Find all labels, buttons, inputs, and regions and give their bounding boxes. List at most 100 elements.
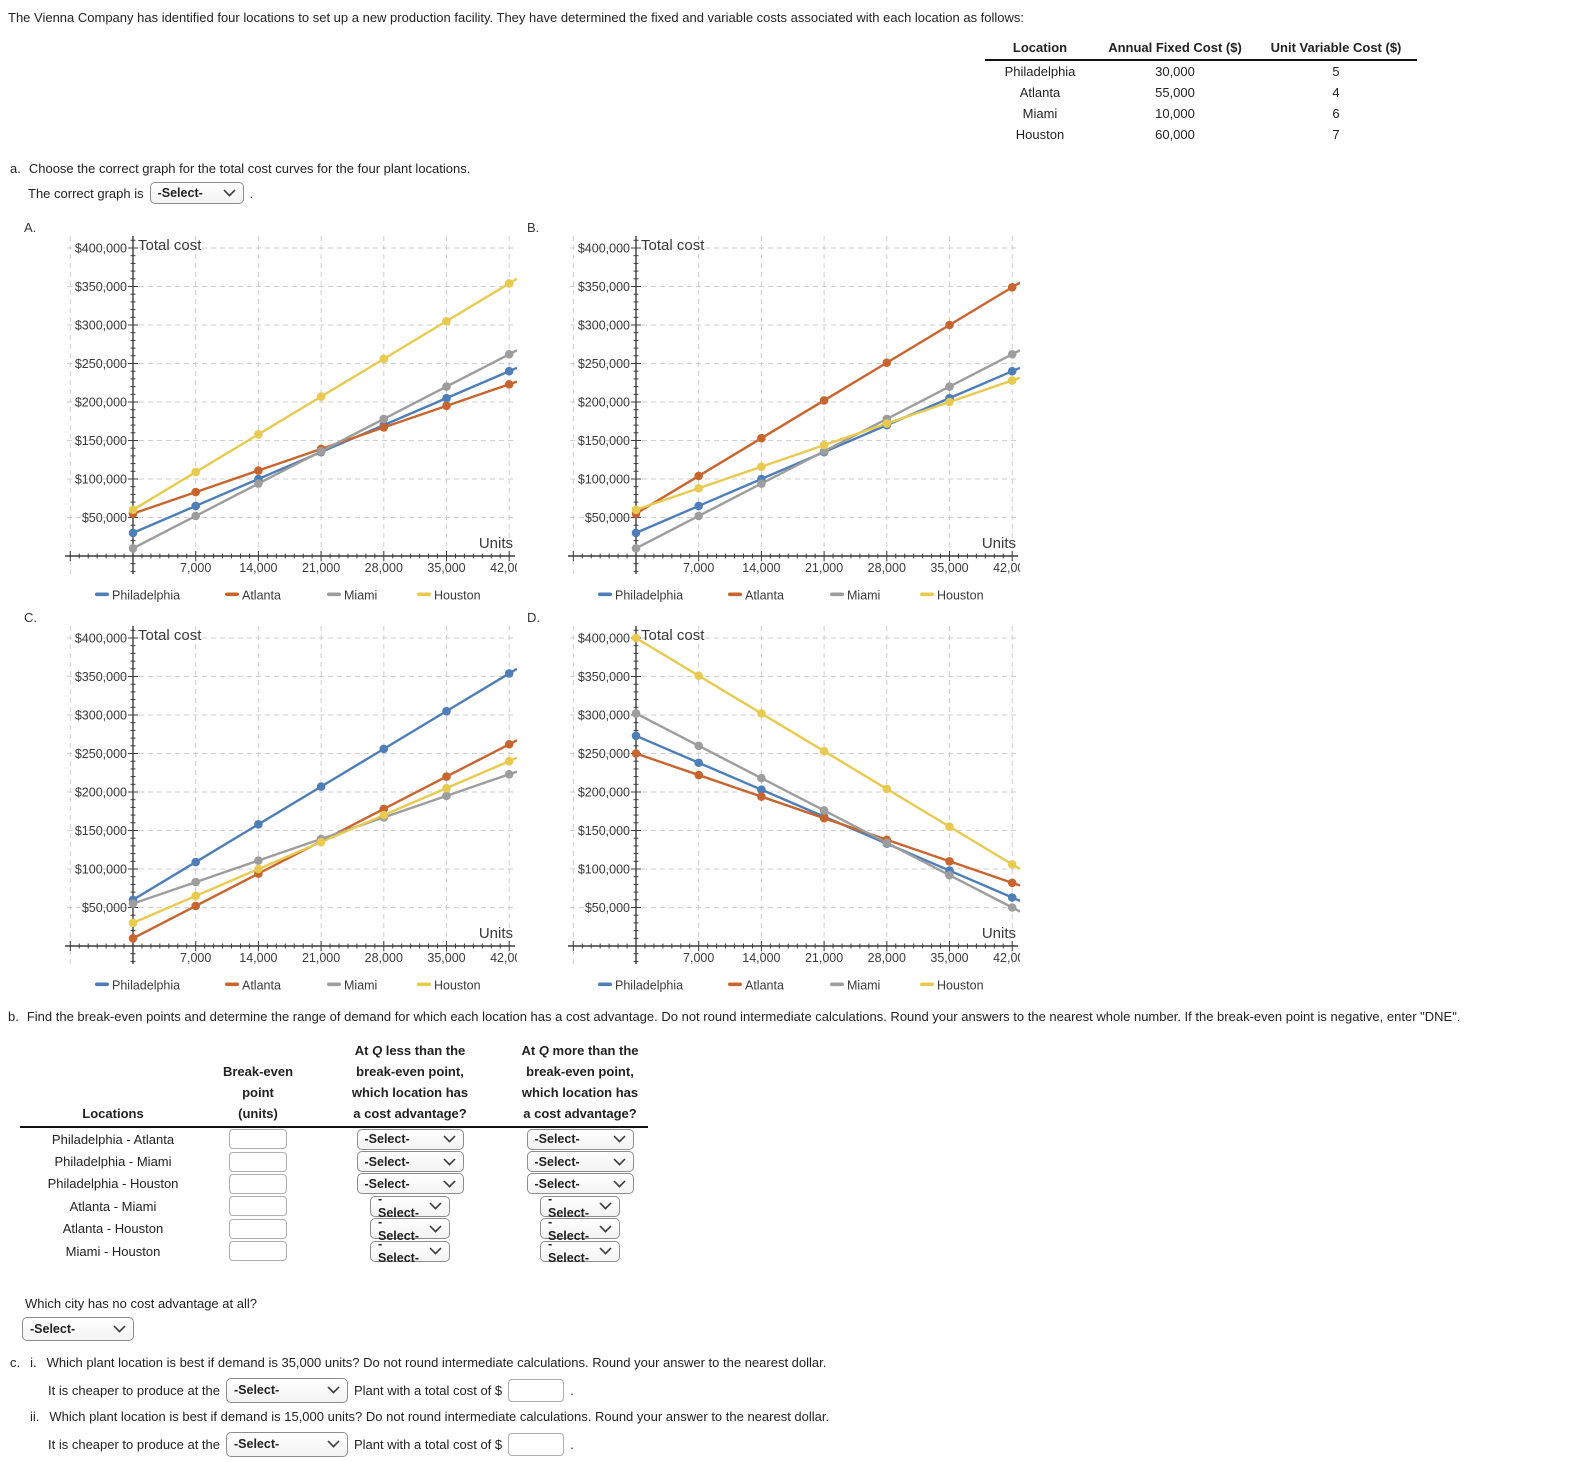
y-tick-label: $50,000 bbox=[82, 511, 127, 525]
legend-label-miami: Miami bbox=[847, 589, 880, 603]
breakeven-units-input[interactable] bbox=[229, 1218, 287, 1239]
advantage-above-select[interactable]: -Select- bbox=[540, 1215, 620, 1243]
advantage-below-select[interactable]: -Select- bbox=[370, 1237, 450, 1265]
data-point-miami bbox=[442, 791, 451, 801]
section-c-q1-label: i. bbox=[30, 1355, 37, 1370]
advantage-above-select[interactable]: -Select- bbox=[526, 1173, 634, 1195]
cost-table: Location Annual Fixed Cost ($) Unit Vari… bbox=[985, 40, 1417, 145]
advantage-above-select[interactable]: -Select- bbox=[540, 1237, 620, 1265]
breakeven-units-input[interactable] bbox=[229, 1173, 287, 1194]
series-line-houston bbox=[635, 376, 1021, 511]
breakeven-row: Philadelphia - Houston -Select- -Select- bbox=[20, 1173, 652, 1195]
y-tick-label: $250,000 bbox=[75, 357, 127, 371]
c2-total-cost-input[interactable] bbox=[508, 1432, 565, 1456]
legend-label-philadelphia: Philadelphia bbox=[615, 979, 683, 993]
legend-label-miami: Miami bbox=[344, 589, 377, 603]
y-tick-label: $300,000 bbox=[75, 709, 127, 723]
y-tick-label: $150,000 bbox=[75, 824, 127, 838]
cost-table-row: Philadelphia 30,000 5 bbox=[985, 61, 1417, 82]
data-point-miami bbox=[254, 856, 263, 865]
advantage-above-select[interactable]: -Select- bbox=[526, 1151, 634, 1173]
data-point-houston bbox=[191, 891, 200, 901]
data-point-atlanta bbox=[191, 487, 200, 497]
intro-text: The Vienna Company has identified four l… bbox=[8, 10, 1025, 25]
section-c-question-1: c. i. Which plant location is best if dema… bbox=[10, 1355, 826, 1370]
section-c-question-2: ii. Which plant location is best if deman… bbox=[30, 1409, 829, 1424]
data-point-houston bbox=[882, 784, 892, 794]
data-point-houston bbox=[631, 633, 641, 643]
data-point-miami bbox=[1007, 903, 1017, 912]
advantage-above-select[interactable]: -Select- bbox=[540, 1192, 620, 1220]
data-point-houston bbox=[504, 756, 514, 766]
x-tick-label: 35,000 bbox=[427, 561, 465, 575]
x-tick-label: 7,000 bbox=[683, 951, 714, 965]
advantage-below-select[interactable]: -Select- bbox=[370, 1215, 450, 1243]
data-point-philadelphia bbox=[379, 744, 389, 754]
data-point-miami bbox=[945, 382, 954, 391]
data-point-philadelphia bbox=[254, 820, 263, 829]
legend-label-philadelphia: Philadelphia bbox=[112, 979, 180, 993]
y-tick-label: $400,000 bbox=[578, 242, 630, 256]
x-tick-label: 21,000 bbox=[302, 561, 340, 575]
breakeven-units-input[interactable] bbox=[229, 1196, 287, 1217]
cost-table-cell: Philadelphia bbox=[1004, 64, 1076, 79]
cost-table-body: Philadelphia 30,000 5 Atlanta 55,000 4 Miami 10… bbox=[985, 61, 1417, 145]
cost-table-cell: 5 bbox=[1332, 64, 1340, 79]
series-line-houston bbox=[132, 756, 518, 925]
c1-answer-prefix: It is cheaper to produce at the bbox=[48, 1382, 220, 1398]
legend-label-houston: Houston bbox=[937, 589, 984, 603]
data-point-atlanta bbox=[694, 770, 703, 780]
select-value: -Select- bbox=[364, 1154, 410, 1169]
advantage-below-select[interactable]: -Select- bbox=[370, 1192, 450, 1220]
legend-swatch-houston bbox=[417, 592, 431, 597]
breakeven-row: Philadelphia - Miami -Select- -Select- bbox=[20, 1150, 652, 1173]
series-line-atlanta bbox=[132, 380, 518, 515]
data-point-atlanta bbox=[379, 423, 389, 432]
correct-graph-select[interactable]: -Select- bbox=[149, 182, 244, 204]
legend-label-atlanta: Atlanta bbox=[745, 589, 784, 603]
breakeven-header-more-than: At Q more than the break-even point, whi… bbox=[521, 1043, 639, 1121]
breakeven-units-input[interactable] bbox=[229, 1241, 287, 1262]
c2-location-select[interactable]: -Select- bbox=[226, 1431, 348, 1457]
advantage-below-select[interactable]: -Select- bbox=[356, 1173, 464, 1195]
data-point-houston bbox=[316, 392, 326, 401]
data-point-philadelphia bbox=[191, 857, 200, 867]
breakeven-row: Philadelphia - Atlanta -Select- -Select- bbox=[20, 1128, 652, 1150]
x-tick-label: 21,000 bbox=[805, 561, 843, 575]
legend-swatch-atlanta bbox=[225, 982, 239, 987]
y-tick-label: $400,000 bbox=[75, 632, 127, 646]
legend-swatch-philadelphia bbox=[598, 592, 612, 597]
advantage-above-select[interactable]: -Select- bbox=[526, 1128, 634, 1150]
data-point-philadelphia bbox=[504, 366, 514, 376]
legend-label-atlanta: Atlanta bbox=[242, 589, 281, 603]
breakeven-units-input[interactable] bbox=[229, 1151, 287, 1172]
legend-swatch-philadelphia bbox=[95, 592, 109, 597]
advantage-below-select[interactable]: -Select- bbox=[356, 1151, 464, 1173]
x-tick-label: 28,000 bbox=[365, 951, 403, 965]
y-tick-label: $350,000 bbox=[578, 670, 630, 684]
cost-table-cell: 60,000 bbox=[1155, 127, 1195, 142]
legend-swatch-miami bbox=[327, 982, 341, 987]
data-point-philadelphia bbox=[316, 782, 326, 791]
breakeven-row: Atlanta - Houston -Select- -Select- bbox=[20, 1215, 652, 1243]
c1-total-cost-input[interactable] bbox=[508, 1378, 565, 1402]
cost-table-row: Miami 10,000 6 bbox=[985, 103, 1417, 124]
legend-swatch-miami bbox=[830, 982, 844, 987]
chevron-down-icon bbox=[599, 1202, 612, 1211]
data-point-houston bbox=[191, 467, 200, 477]
c1-location-select[interactable]: -Select- bbox=[226, 1377, 348, 1403]
data-point-atlanta bbox=[442, 401, 451, 411]
cost-table-cell: Atlanta bbox=[1019, 85, 1061, 100]
no-advantage-city-select[interactable]: -Select- bbox=[22, 1317, 134, 1341]
cost-table-cell: 4 bbox=[1332, 85, 1340, 100]
legend-swatch-atlanta bbox=[728, 982, 742, 987]
data-point-atlanta bbox=[757, 433, 766, 443]
section-a-label: a. bbox=[10, 161, 21, 176]
data-point-houston bbox=[254, 864, 263, 874]
breakeven-units-input[interactable] bbox=[229, 1129, 287, 1150]
advantage-below-select[interactable]: -Select- bbox=[356, 1128, 464, 1150]
x-tick-label: 7,000 bbox=[683, 561, 714, 575]
section-c-q1-text: Which plant location is best if demand i… bbox=[46, 1355, 827, 1370]
x-tick-label: 7,000 bbox=[180, 561, 211, 575]
y-tick-label: $150,000 bbox=[578, 434, 630, 448]
